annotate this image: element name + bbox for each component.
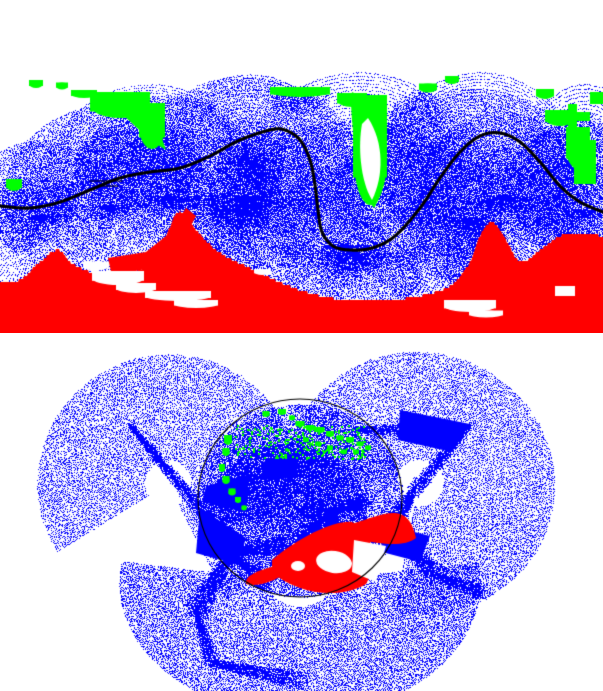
map-projection-panel [0,0,603,333]
sphere-projection-canvas [0,333,603,691]
map-projection-canvas [0,0,603,333]
sphere-projection-panel [0,333,603,691]
